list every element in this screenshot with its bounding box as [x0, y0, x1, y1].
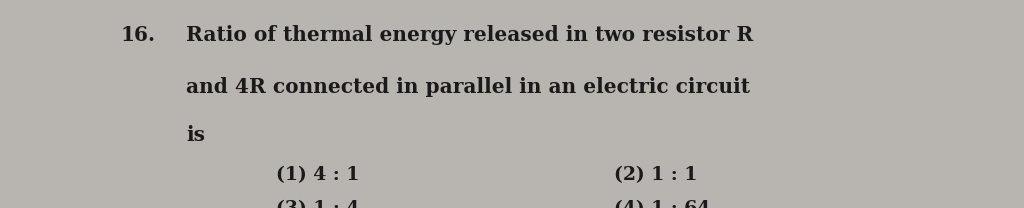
Text: (3) 1 : 4: (3) 1 : 4 — [276, 200, 359, 208]
Text: and 4R connected in parallel in an electric circuit: and 4R connected in parallel in an elect… — [186, 77, 751, 97]
Text: (4) 1 : 64: (4) 1 : 64 — [614, 200, 711, 208]
Text: Ratio of thermal energy released in two resistor R: Ratio of thermal energy released in two … — [186, 25, 754, 45]
Text: 16.: 16. — [121, 25, 156, 45]
Text: (2) 1 : 1: (2) 1 : 1 — [614, 166, 697, 184]
Text: is: is — [186, 125, 206, 145]
Text: (1) 4 : 1: (1) 4 : 1 — [276, 166, 359, 184]
